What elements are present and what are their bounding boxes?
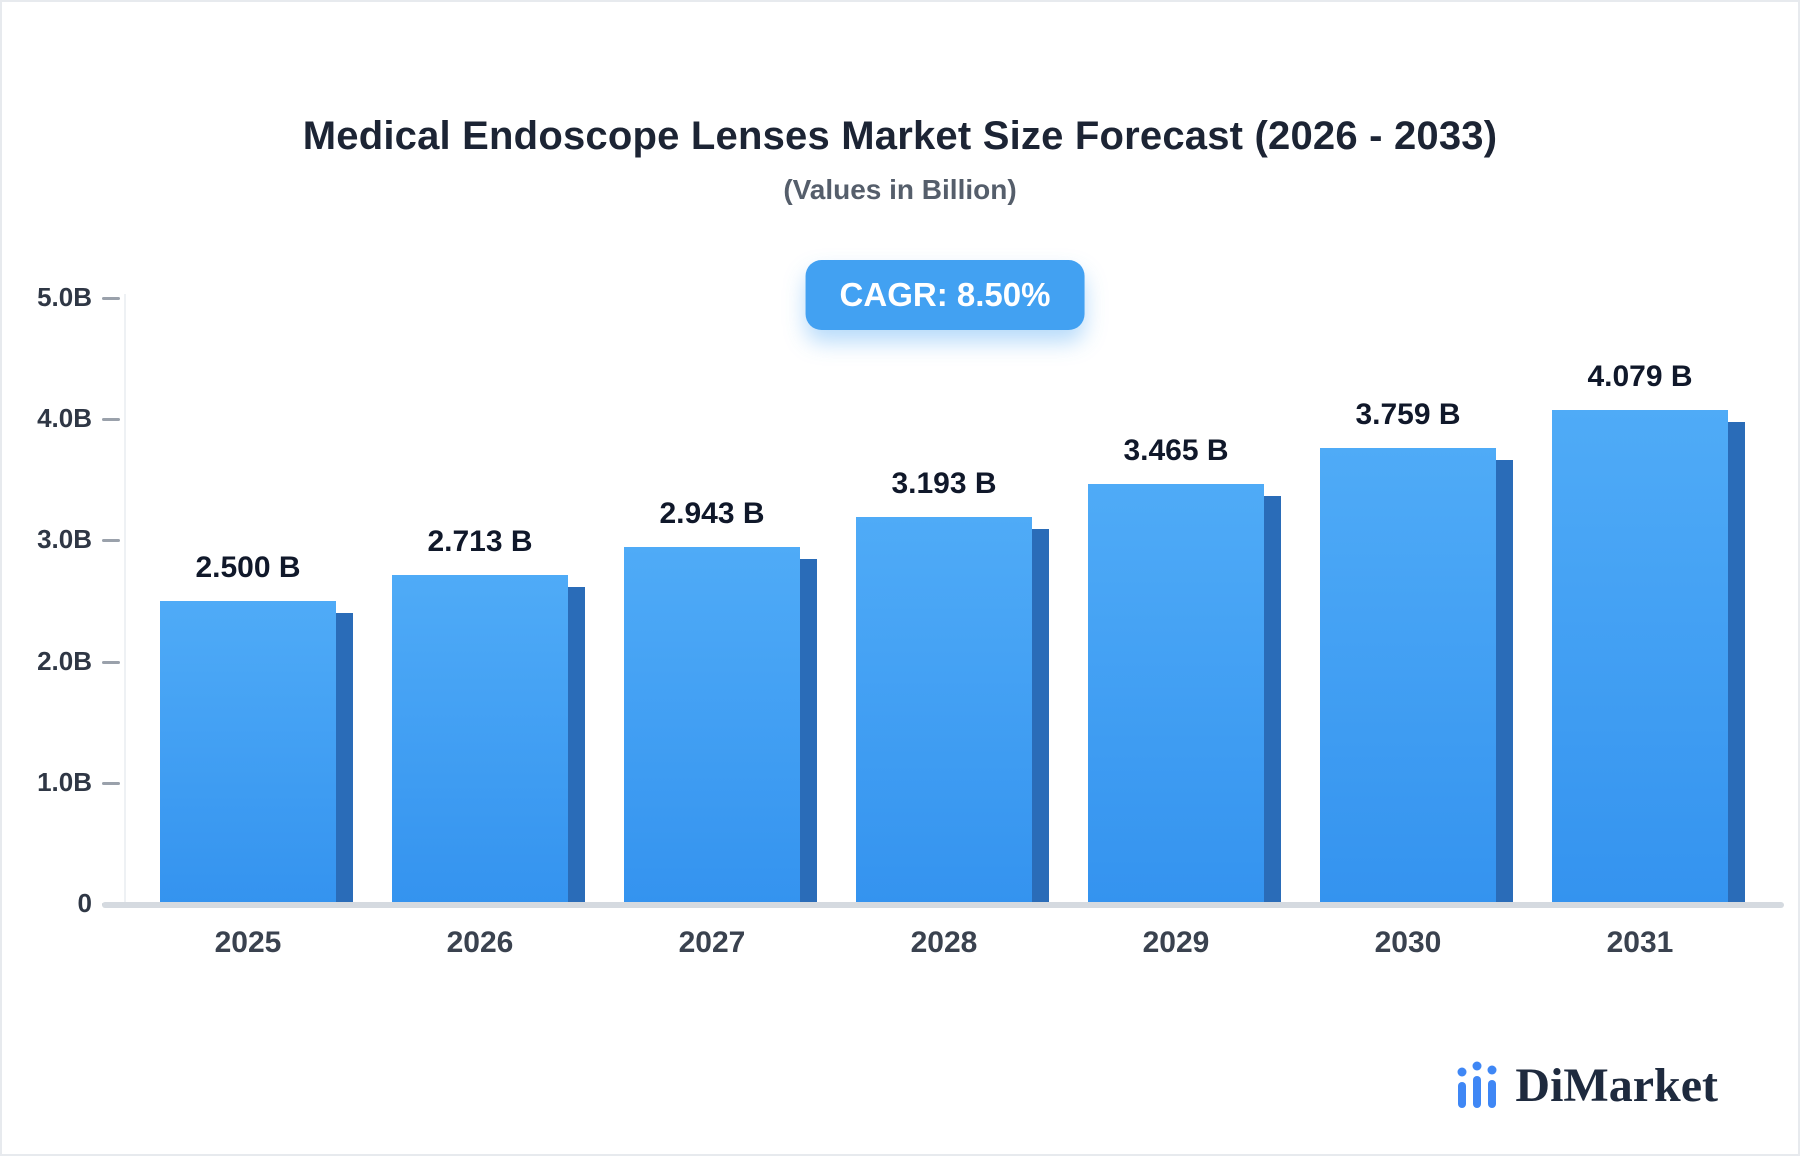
bar [624, 547, 800, 904]
bar-chart-logo-icon [1455, 1058, 1501, 1110]
y-axis-tick [102, 297, 120, 300]
chart-title: Medical Endoscope Lenses Market Size For… [302, 114, 1498, 158]
bar-value-label: 2.500 B [195, 551, 301, 584]
y-axis-line [124, 294, 126, 906]
bar-3d-side [1264, 496, 1281, 904]
cagr-badge: CAGR: 8.50% [805, 260, 1085, 330]
chart-subtitle: (Values in Billion) [783, 174, 1017, 205]
bar [1088, 484, 1264, 904]
y-axis-tick [102, 539, 120, 543]
bar-value-label: 3.193 B [891, 467, 997, 500]
bar-value-label: 3.465 B [1123, 434, 1229, 468]
x-axis-category-label: 2027 [678, 926, 746, 959]
bar-value-label: 4.079 B [1587, 359, 1693, 393]
bar [160, 601, 336, 904]
y-axis-tick [102, 781, 120, 785]
x-axis-category-label: 2029 [1142, 926, 1210, 959]
brand-logo: DiMarket [1455, 1058, 1718, 1110]
bar-value-label: 2.713 B [427, 525, 533, 559]
x-axis-category-label: 2031 [1606, 926, 1674, 959]
y-axis-tick [102, 660, 120, 664]
y-axis-tick-label: 4.0B [37, 403, 92, 434]
y-axis-tick-label: 2.0B [37, 645, 92, 676]
y-axis-tick [102, 418, 120, 422]
bar-3d-side [336, 613, 353, 904]
bar-value-label: 2.943 B [659, 497, 765, 531]
bar-3d-side [1496, 460, 1513, 904]
x-axis-baseline [102, 902, 1784, 908]
x-axis-category-label: 2030 [1374, 926, 1442, 959]
bar [392, 575, 568, 904]
bar [1320, 448, 1496, 904]
bar [1552, 409, 1728, 904]
bar-3d-side [800, 559, 817, 904]
y-axis-tick-label: 5.0B [37, 282, 92, 312]
y-axis-tick-label: 0 [77, 888, 92, 918]
brand-name: DiMarket [1515, 1059, 1718, 1112]
bar-3d-side [568, 587, 585, 904]
x-axis-category-label: 2026 [446, 926, 514, 959]
x-axis-category-label: 2025 [214, 926, 282, 959]
y-axis-tick-label: 3.0B [37, 524, 92, 555]
bar-3d-side [1728, 421, 1745, 904]
bar-value-label: 3.759 B [1355, 398, 1461, 432]
y-axis-tick-label: 1.0B [37, 766, 92, 797]
bar-3d-side [1032, 529, 1049, 904]
bar [856, 517, 1032, 904]
x-axis-category-label: 2028 [910, 926, 978, 959]
